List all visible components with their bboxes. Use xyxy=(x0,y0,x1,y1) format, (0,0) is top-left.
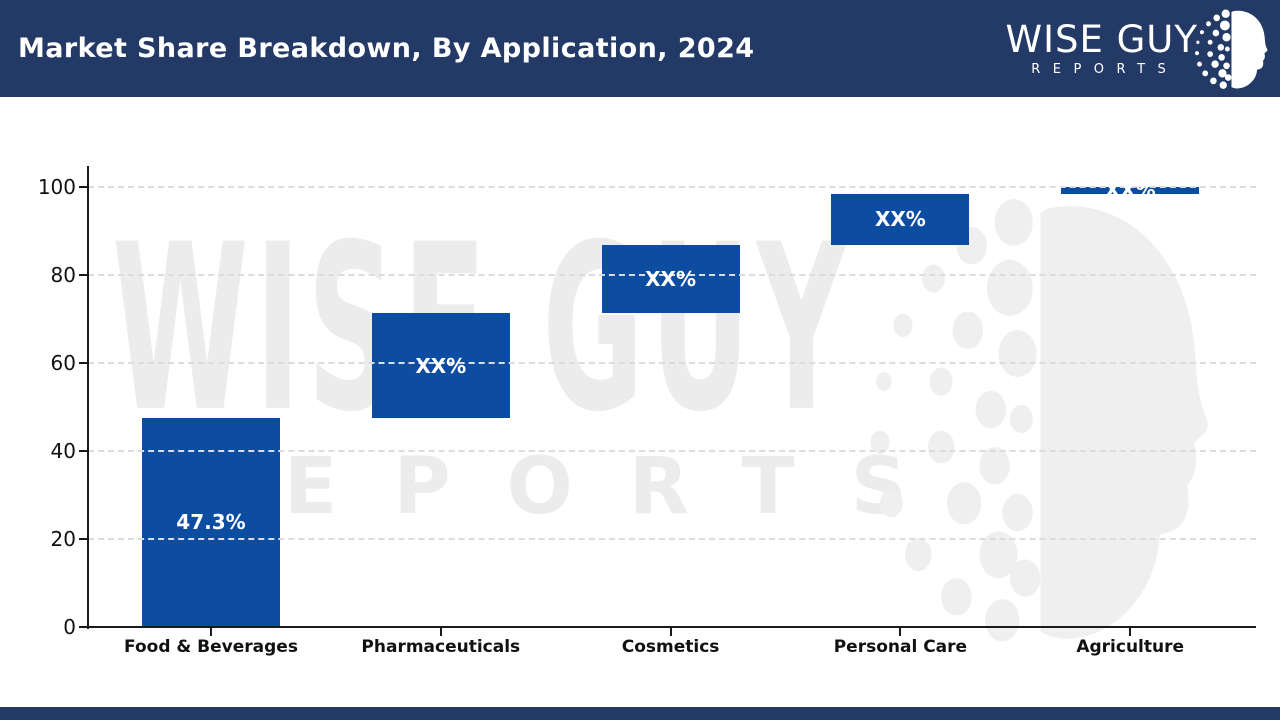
gridline xyxy=(88,361,1256,364)
x-axis-line xyxy=(86,625,1256,628)
bar-pharmaceuticals xyxy=(371,312,510,419)
gridline xyxy=(88,185,1256,188)
page-title: Market Share Breakdown, By Application, … xyxy=(18,33,755,64)
y-tick-label: 20 xyxy=(50,526,76,551)
y-tick xyxy=(79,361,88,364)
y-tick xyxy=(79,625,88,628)
brand-logo: WISE GUY REPORTS xyxy=(1006,7,1270,91)
bar-food-beverages xyxy=(142,418,280,627)
x-tick xyxy=(669,628,672,636)
bar-cosmetics xyxy=(601,245,740,313)
x-tick-label: Pharmaceuticals xyxy=(361,637,521,657)
bar-label-food-beverages: 47.3% xyxy=(176,510,246,535)
bar-label-personal-care: XX% xyxy=(874,207,926,232)
brand-sub: REPORTS xyxy=(1031,62,1179,77)
x-tick-label: Cosmetics xyxy=(621,637,720,657)
gridline xyxy=(88,537,1256,540)
x-tick xyxy=(210,628,212,636)
x-tick xyxy=(899,628,902,636)
y-tick-label: 100 xyxy=(37,174,76,199)
bar-label-pharmaceuticals: XX% xyxy=(415,353,467,378)
y-tick xyxy=(79,449,88,452)
footer-bar xyxy=(0,707,1280,720)
gridline xyxy=(88,273,1256,276)
y-tick xyxy=(79,273,88,276)
y-tick xyxy=(79,185,88,188)
bar-label-cosmetics: XX% xyxy=(645,267,697,292)
x-tick-label: Personal Care xyxy=(833,637,968,657)
y-tick-label: 0 xyxy=(63,614,76,639)
brand-name: WISE GUY xyxy=(1005,18,1198,61)
y-tick-label: 60 xyxy=(50,350,76,375)
y-axis-line xyxy=(86,166,89,629)
y-tick-label: 80 xyxy=(50,262,76,287)
x-tick xyxy=(439,628,442,636)
header: Market Share Breakdown, By Application, … xyxy=(0,0,1280,97)
bar-agriculture xyxy=(1061,186,1200,194)
x-tick xyxy=(1129,628,1132,636)
y-tick-label: 40 xyxy=(50,438,76,463)
brand-wordmark: WISE GUY REPORTS xyxy=(1006,21,1198,76)
y-tick xyxy=(79,537,88,540)
gridline xyxy=(88,449,1256,452)
x-tick-label: Food & Beverages xyxy=(124,637,298,657)
x-tick-label: Agriculture xyxy=(1076,637,1185,657)
bar-label-agriculture: XX% xyxy=(1104,178,1156,203)
